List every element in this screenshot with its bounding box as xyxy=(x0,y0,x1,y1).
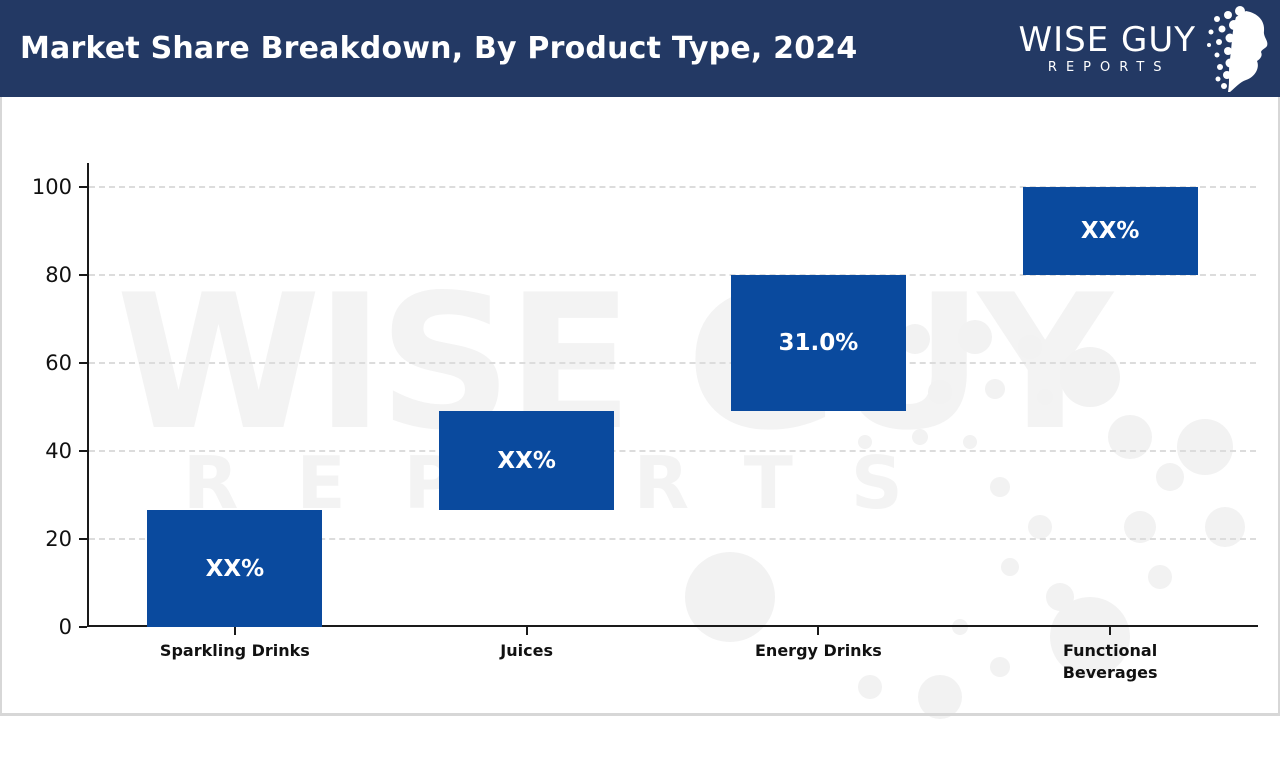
right-border xyxy=(1278,97,1280,716)
watermark-face-dots xyxy=(685,320,1245,719)
y-axis-spine xyxy=(87,163,89,627)
gridline xyxy=(89,538,1256,540)
wise-guy-reports-logo: WISE GUY REPORTS xyxy=(1018,5,1280,93)
x-tick xyxy=(1109,627,1112,635)
x-axis-spine xyxy=(87,625,1258,627)
plot-area: 0 20 40 60 80 100 XX% Sparkling Drinks XX% Juices… xyxy=(31,163,1258,682)
x-tick xyxy=(817,627,820,635)
y-tick-label: 100 xyxy=(31,175,72,199)
bar-value-label: XX% xyxy=(497,447,556,474)
logo-wordmark: WISE GUY xyxy=(1018,19,1196,60)
bar-value-label: XX% xyxy=(205,555,265,582)
left-border xyxy=(0,97,2,716)
x-tick xyxy=(233,627,236,635)
y-tick xyxy=(79,274,87,276)
y-tick-label: 60 xyxy=(45,351,72,375)
x-axis-category-label: Energy Drinks xyxy=(755,641,882,660)
y-tick-label: 20 xyxy=(45,527,72,551)
bar: 31.0% xyxy=(730,275,906,412)
gridline xyxy=(89,450,1256,452)
gridline xyxy=(89,362,1256,364)
y-tick xyxy=(79,538,87,540)
bar-value-label: XX% xyxy=(1080,218,1140,244)
y-tick xyxy=(79,186,87,188)
y-tick-label: 80 xyxy=(45,263,72,287)
bar: XX% xyxy=(439,411,615,511)
bottom-border xyxy=(0,713,1280,716)
gridline xyxy=(89,274,1256,276)
x-axis-category-label: Functional Beverages xyxy=(1062,641,1158,682)
x-tick xyxy=(525,627,528,635)
y-tick xyxy=(79,626,87,628)
x-axis-category-label: Sparkling Drinks xyxy=(159,641,310,660)
bar: XX% xyxy=(147,510,323,627)
y-tick xyxy=(79,362,87,364)
y-tick-label: 40 xyxy=(45,439,72,463)
y-tick xyxy=(79,450,87,452)
y-tick-label: 0 xyxy=(58,615,72,639)
gridline xyxy=(89,186,1256,188)
logo-face-dots-icon xyxy=(1207,5,1268,92)
logo-subtitle: REPORTS xyxy=(1047,59,1171,75)
chart-title: Market Share Breakdown, By Product Type,… xyxy=(20,31,858,66)
x-axis-category-label: Juices xyxy=(500,641,553,660)
bar-value-label: 31.0% xyxy=(778,330,859,357)
bar: XX% xyxy=(1022,187,1198,275)
logo-text: WISE GUY REPORTS xyxy=(1018,23,1196,75)
header-bar: Market Share Breakdown, By Product Type,… xyxy=(0,0,1280,97)
